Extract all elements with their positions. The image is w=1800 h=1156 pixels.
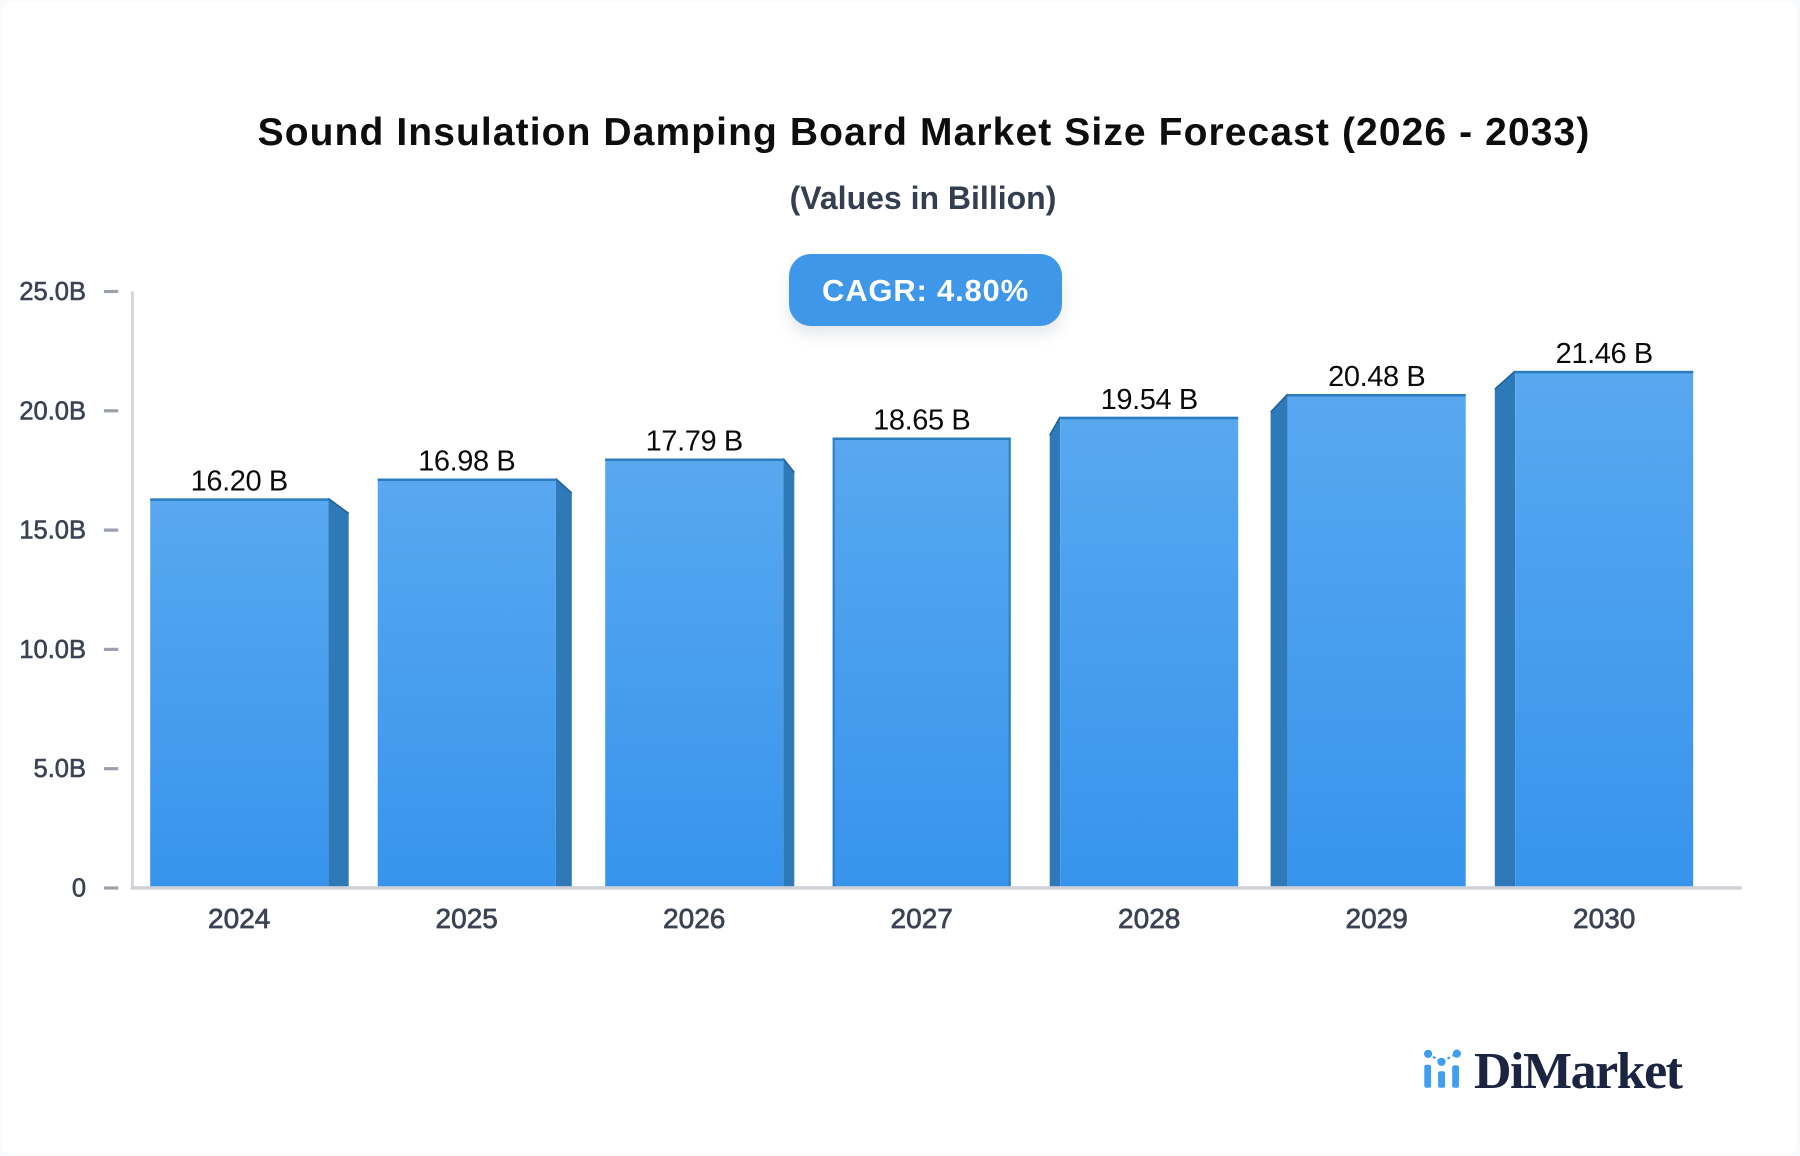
svg-text:2028: 2028	[1118, 903, 1180, 934]
svg-text:15.0B: 15.0B	[19, 517, 86, 545]
svg-text:2024: 2024	[208, 903, 270, 934]
svg-text:25.0B: 25.0B	[19, 278, 86, 306]
svg-text:18.65 B: 18.65 B	[873, 405, 970, 437]
svg-text:2029: 2029	[1346, 903, 1408, 934]
svg-text:20.48 B: 20.48 B	[1328, 361, 1425, 393]
svg-text:17.79 B: 17.79 B	[646, 426, 743, 458]
svg-text:0: 0	[72, 875, 86, 903]
svg-text:2025: 2025	[436, 903, 498, 934]
svg-text:20.0B: 20.0B	[19, 397, 86, 425]
svg-text:2027: 2027	[891, 903, 953, 934]
svg-text:2026: 2026	[663, 903, 725, 934]
svg-text:5.0B: 5.0B	[34, 755, 86, 783]
svg-text:10.0B: 10.0B	[19, 636, 86, 664]
svg-text:2030: 2030	[1573, 903, 1635, 934]
svg-text:16.98 B: 16.98 B	[418, 446, 515, 478]
svg-text:16.20 B: 16.20 B	[191, 465, 288, 497]
svg-text:19.54 B: 19.54 B	[1101, 384, 1198, 416]
svg-text:21.46 B: 21.46 B	[1556, 338, 1653, 370]
svg-text:DiMarket: DiMarket	[1474, 1043, 1684, 1100]
